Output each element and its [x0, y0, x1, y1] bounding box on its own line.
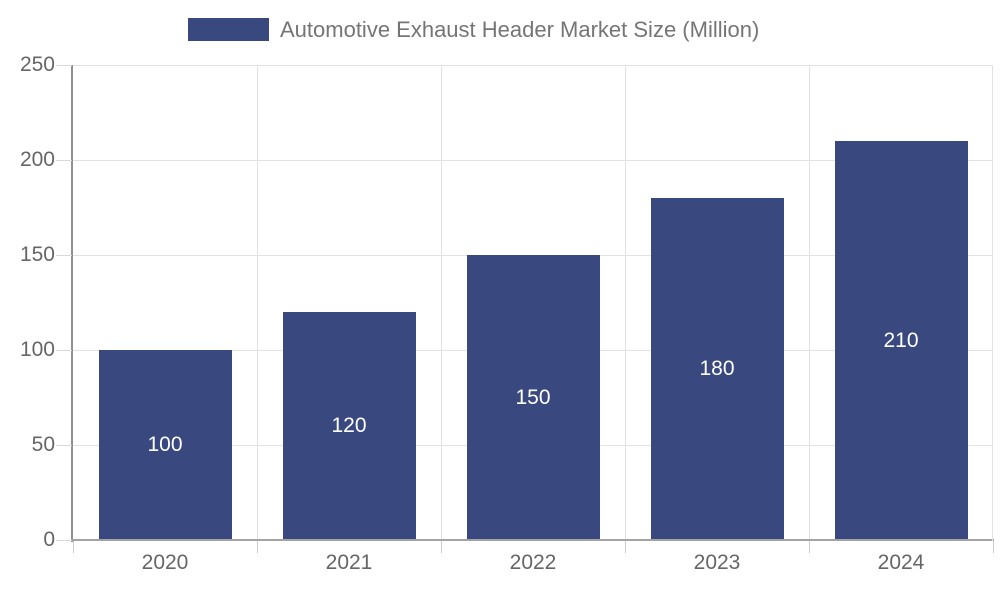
- y-tick-label: 50: [31, 433, 55, 456]
- y-axis-line: [71, 65, 73, 542]
- bar-value-label: 120: [331, 414, 367, 437]
- x-tick: [625, 541, 626, 553]
- gridline-v: [257, 65, 258, 540]
- plot-border-right: [992, 65, 993, 541]
- bar: 120: [282, 312, 416, 540]
- y-tick: [56, 65, 72, 66]
- legend-swatch: [188, 18, 269, 41]
- bar-value-label: 210: [883, 328, 919, 352]
- x-tick-label: 2021: [325, 551, 373, 574]
- y-tick-label: 200: [19, 148, 55, 171]
- bar: 150: [466, 255, 600, 540]
- gridline-h: [73, 65, 993, 66]
- legend-label: Automotive Exhaust Header Market Size (M…: [280, 17, 760, 42]
- bar: 210: [834, 141, 968, 540]
- x-tick: [257, 541, 258, 553]
- bar: 100: [98, 350, 232, 540]
- x-tick-label: 2022: [509, 551, 557, 574]
- y-tick-label: 150: [19, 243, 55, 266]
- bar-value-label: 180: [699, 357, 735, 380]
- gridline-v: [809, 65, 810, 540]
- y-tick-label: 250: [19, 53, 55, 76]
- x-tick-label: 2020: [141, 551, 189, 574]
- bar: 180: [650, 198, 784, 540]
- gridline-h: [73, 160, 993, 161]
- x-tick-label: 2024: [877, 551, 925, 574]
- y-tick: [56, 350, 72, 351]
- y-tick-label: 0: [43, 528, 55, 551]
- x-tick: [73, 541, 74, 553]
- y-tick-label: 100: [19, 338, 55, 361]
- y-tick: [56, 160, 72, 161]
- x-tick: [809, 541, 810, 553]
- x-tick: [993, 541, 994, 553]
- bar-value-label: 150: [515, 385, 551, 409]
- plot-area: 100 120 150 180 210: [73, 65, 993, 540]
- legend: Automotive Exhaust Header Market Size (M…: [188, 18, 759, 41]
- x-tick-label: 2023: [693, 551, 741, 574]
- y-tick: [56, 540, 72, 541]
- x-tick: [441, 541, 442, 553]
- gridline-v: [441, 65, 442, 540]
- x-axis-line: [71, 539, 994, 541]
- gridline-v: [625, 65, 626, 540]
- y-tick: [56, 445, 72, 446]
- bar-value-label: 100: [147, 433, 183, 456]
- y-tick: [56, 255, 72, 256]
